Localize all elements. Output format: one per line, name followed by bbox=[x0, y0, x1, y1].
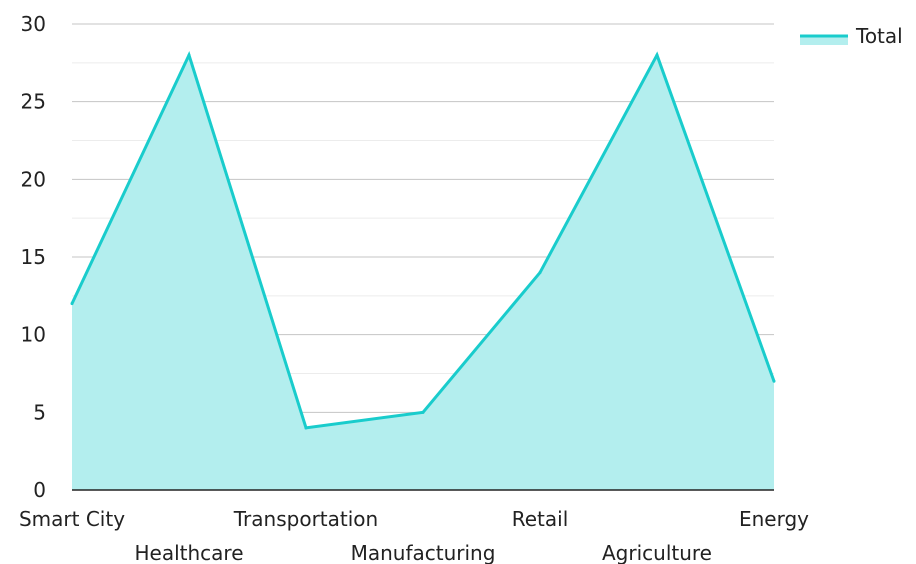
y-tick-label-0: 0 bbox=[33, 478, 46, 502]
y-tick-label-10: 10 bbox=[21, 323, 46, 347]
series-layer bbox=[70, 50, 776, 491]
x-tick-label-transportation: Transportation bbox=[233, 507, 378, 531]
y-tick-label-20: 20 bbox=[21, 167, 46, 191]
data-point-agriculture bbox=[655, 53, 659, 57]
x-axis-category-labels: Smart City Healthcare Transportation Manufa… bbox=[19, 507, 809, 564]
legend: Total bbox=[800, 24, 903, 48]
x-tick-label-retail: Retail bbox=[512, 507, 569, 531]
y-tick-label-5: 5 bbox=[33, 400, 46, 424]
y-tick-label-15: 15 bbox=[21, 245, 46, 269]
legend-label-total: Total bbox=[855, 24, 903, 48]
x-tick-label-smart-city: Smart City bbox=[19, 507, 125, 531]
y-tick-label-25: 25 bbox=[21, 90, 46, 114]
x-tick-label-healthcare: Healthcare bbox=[134, 541, 243, 564]
legend-swatch bbox=[800, 35, 848, 45]
y-axis-tick-labels: 0 5 10 15 20 25 30 bbox=[21, 12, 46, 502]
data-point-manufacturing bbox=[421, 410, 425, 414]
data-point-transportation bbox=[304, 426, 308, 430]
data-point-retail bbox=[538, 271, 542, 275]
x-tick-label-energy: Energy bbox=[739, 507, 809, 531]
data-point-healthcare bbox=[187, 53, 191, 57]
data-point-smart-city bbox=[70, 302, 74, 306]
y-tick-label-30: 30 bbox=[21, 12, 46, 36]
x-tick-label-manufacturing: Manufacturing bbox=[351, 541, 496, 564]
x-tick-label-agriculture: Agriculture bbox=[602, 541, 712, 564]
series-total-area bbox=[72, 55, 774, 491]
data-point-energy bbox=[772, 379, 776, 383]
